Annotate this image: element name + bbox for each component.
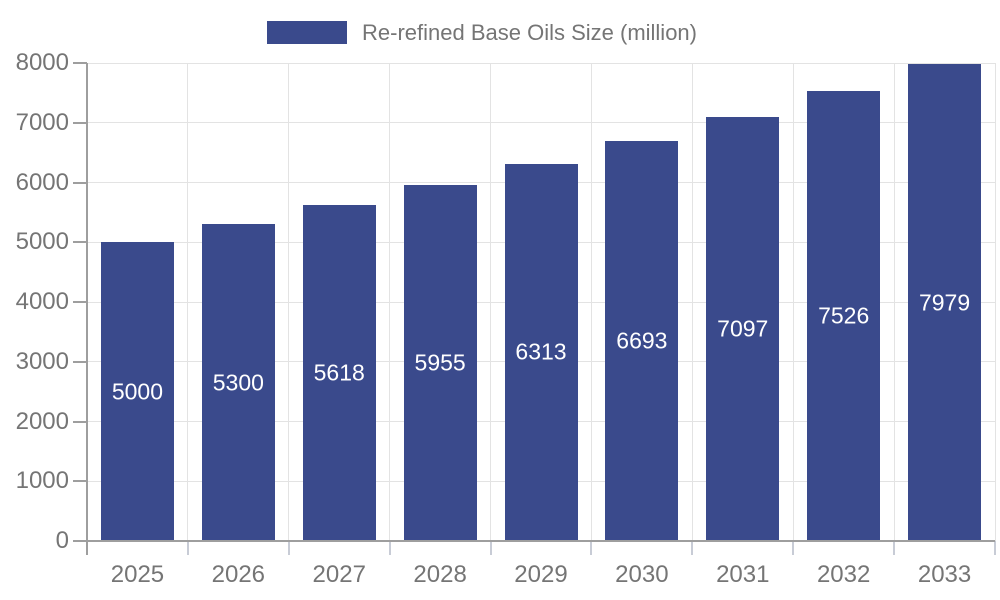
y-axis-tick <box>73 62 87 64</box>
x-gridline <box>691 63 693 541</box>
x-gridline <box>490 63 492 541</box>
y-axis-tick <box>73 241 87 244</box>
y-tick-label: 4000 <box>15 288 69 315</box>
bar <box>100 242 174 541</box>
legend: Re-refined Base Oils Size (million) <box>267 21 697 44</box>
bar <box>201 224 275 541</box>
x-axis-tick <box>994 541 996 555</box>
x-tick-label: 2031 <box>716 561 770 588</box>
bar-value-label: 6693 <box>616 327 668 354</box>
y-axis-tick <box>73 301 87 303</box>
x-tick-label: 2025 <box>110 561 165 588</box>
y-tick-label: 0 <box>55 527 69 554</box>
y-tick-label: 2000 <box>15 407 69 435</box>
bar <box>605 141 679 541</box>
x-gridline <box>590 63 592 541</box>
x-gridline <box>288 63 290 541</box>
x-gridline <box>994 63 996 541</box>
y-axis-tick <box>73 360 87 363</box>
y-tick-label: 6000 <box>15 168 69 196</box>
legend-swatch <box>267 21 347 44</box>
y-gridline <box>87 122 995 124</box>
y-axis-line <box>86 63 88 555</box>
bar-value-label: 5955 <box>414 349 466 376</box>
x-tick-label: 2032 <box>816 561 871 588</box>
bar-value-label: 7526 <box>818 302 870 329</box>
x-tick-label: 2033 <box>917 561 972 588</box>
x-tick-label: 2029 <box>514 561 568 588</box>
y-tick-label: 1000 <box>15 467 69 495</box>
y-axis-tick <box>73 480 87 483</box>
bar-value-label: 7097 <box>717 315 769 342</box>
x-gridline <box>389 63 391 541</box>
bar <box>504 163 578 541</box>
y-tick-label: 8000 <box>15 49 69 76</box>
x-axis-tick <box>388 541 391 555</box>
bar-value-label: 5000 <box>111 378 164 405</box>
bar <box>908 64 982 541</box>
bar <box>706 116 780 541</box>
y-tick-label: 5000 <box>15 228 69 256</box>
x-axis-tick <box>792 541 795 555</box>
x-gridline <box>792 63 794 541</box>
x-axis-tick <box>893 541 896 555</box>
x-axis-tick <box>489 541 492 555</box>
x-tick-label: 2026 <box>211 561 266 588</box>
y-gridline <box>87 62 995 64</box>
y-axis-tick <box>73 181 87 184</box>
y-tick-label: 3000 <box>15 347 69 375</box>
x-gridline <box>187 63 189 541</box>
x-tick-label: 2027 <box>312 561 366 588</box>
bar <box>807 91 881 541</box>
x-axis-line <box>73 540 995 542</box>
legend-label: Re-refined Base Oils Size (million) <box>362 20 697 45</box>
x-tick-label: 2030 <box>615 561 669 588</box>
bar <box>302 205 376 541</box>
bar-value-label: 5618 <box>313 359 365 386</box>
x-axis-tick <box>590 541 593 555</box>
y-tick-label: 7000 <box>15 108 69 136</box>
bar-value-label: 5300 <box>212 369 264 396</box>
x-gridline <box>893 63 895 541</box>
x-axis-tick <box>186 541 189 555</box>
bar <box>403 185 477 541</box>
bar-value-label: 7979 <box>918 289 971 316</box>
y-axis-tick <box>73 121 87 124</box>
y-axis-tick <box>73 420 87 423</box>
x-axis-tick <box>691 541 694 555</box>
bar-value-label: 6313 <box>515 338 567 365</box>
x-tick-label: 2028 <box>413 561 467 588</box>
x-axis-tick <box>287 541 290 555</box>
